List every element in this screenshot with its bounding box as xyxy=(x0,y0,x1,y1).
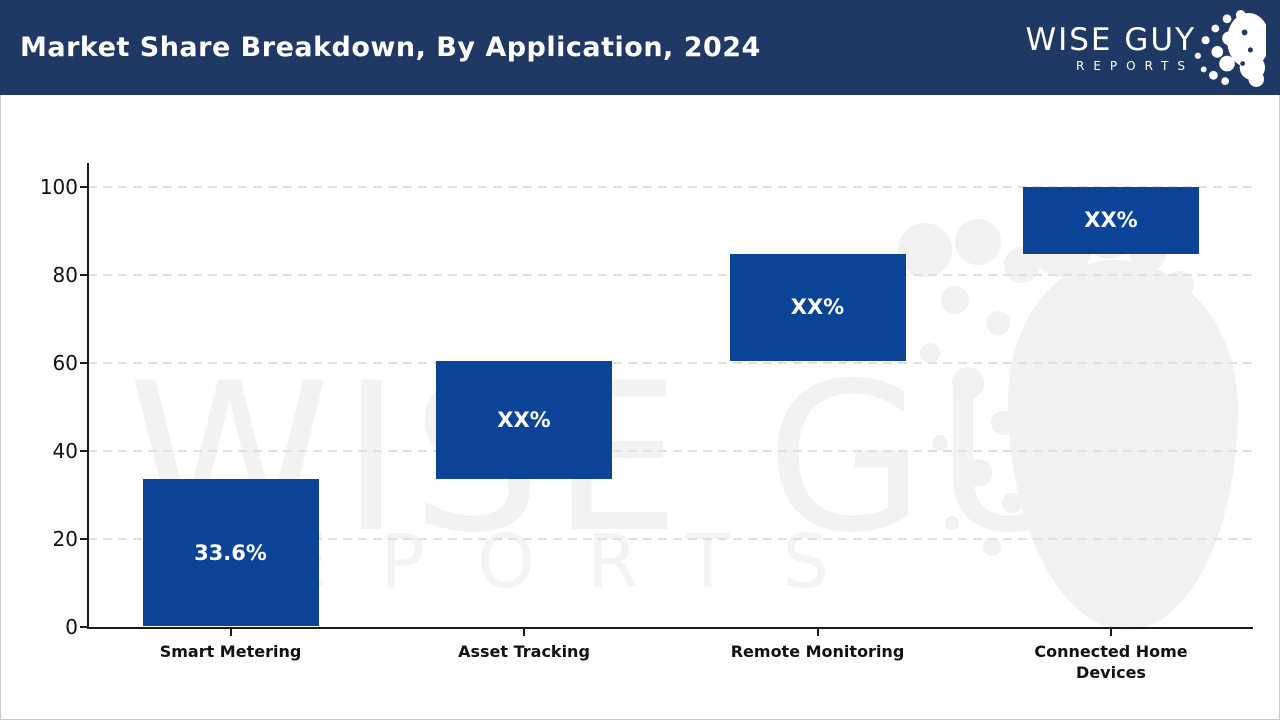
x-tick-mark xyxy=(523,628,525,636)
bar-value-label: 33.6% xyxy=(194,540,267,565)
y-tick-mark xyxy=(80,273,88,276)
watermark-dot xyxy=(955,219,1001,265)
bar-segment: 33.6% xyxy=(142,478,319,627)
logo-subtitle: REPORTS xyxy=(1075,59,1194,73)
category-label: Connected Home Devices xyxy=(1034,641,1188,682)
gridline xyxy=(88,537,1253,540)
y-tick-label: 60 xyxy=(52,350,78,375)
y-tick-mark xyxy=(80,185,88,188)
watermark-dot xyxy=(941,286,969,314)
y-axis-line xyxy=(87,163,89,629)
chart-area: WISE GU REPORTS 0 20 40 60 80 100 33.6% Smart M… xyxy=(0,95,1280,720)
bar-value-label: XX% xyxy=(497,407,551,432)
bar-segment: XX% xyxy=(1023,186,1199,254)
category-label: Smart Metering xyxy=(159,641,302,661)
gridline xyxy=(88,273,1253,276)
logo-text: WISE GUY REPORTS xyxy=(1025,23,1196,73)
header: Market Share Breakdown, By Application, … xyxy=(0,0,1280,95)
chart-title: Market Share Breakdown, By Application, … xyxy=(20,32,761,63)
x-axis-line xyxy=(87,626,1253,629)
bar-value-label: XX% xyxy=(790,295,845,320)
y-tick-mark xyxy=(80,625,88,628)
y-tick-label: 0 xyxy=(65,614,78,639)
category-label: Asset Tracking xyxy=(458,641,590,661)
x-tick-mark xyxy=(229,628,232,636)
logo-wordmark: WISE GUY xyxy=(1025,22,1196,58)
watermark-dot xyxy=(983,538,1001,556)
wiseguy-logo: WISE GUY REPORTS xyxy=(1025,6,1266,90)
y-tick-label: 100 xyxy=(39,174,78,199)
gridline xyxy=(88,449,1253,452)
y-tick-mark xyxy=(80,361,88,364)
watermark-dot xyxy=(945,516,959,530)
logo-face-icon xyxy=(1194,10,1266,87)
watermark-dot xyxy=(952,367,984,399)
watermark-dot xyxy=(898,223,952,277)
y-tick-label: 80 xyxy=(52,262,78,287)
watermark-dot xyxy=(986,311,1010,335)
watermark-dot xyxy=(932,435,948,451)
gridline xyxy=(88,361,1253,364)
bar-value-label: XX% xyxy=(1084,208,1138,233)
watermark-dot xyxy=(920,343,940,363)
bar-segment: XX% xyxy=(729,253,906,362)
watermark-head-shape xyxy=(1008,260,1238,630)
y-tick-label: 20 xyxy=(52,526,78,551)
gridline xyxy=(88,185,1253,188)
bar-segment: XX% xyxy=(436,361,612,479)
y-tick-mark xyxy=(80,537,88,540)
category-label: Remote Monitoring xyxy=(730,641,905,661)
y-tick-label: 40 xyxy=(52,438,78,463)
y-tick-mark xyxy=(80,449,88,452)
x-tick-mark xyxy=(816,628,819,636)
watermark-dot xyxy=(1002,493,1022,513)
watermark-dot xyxy=(964,459,992,487)
x-tick-mark xyxy=(1110,628,1112,636)
